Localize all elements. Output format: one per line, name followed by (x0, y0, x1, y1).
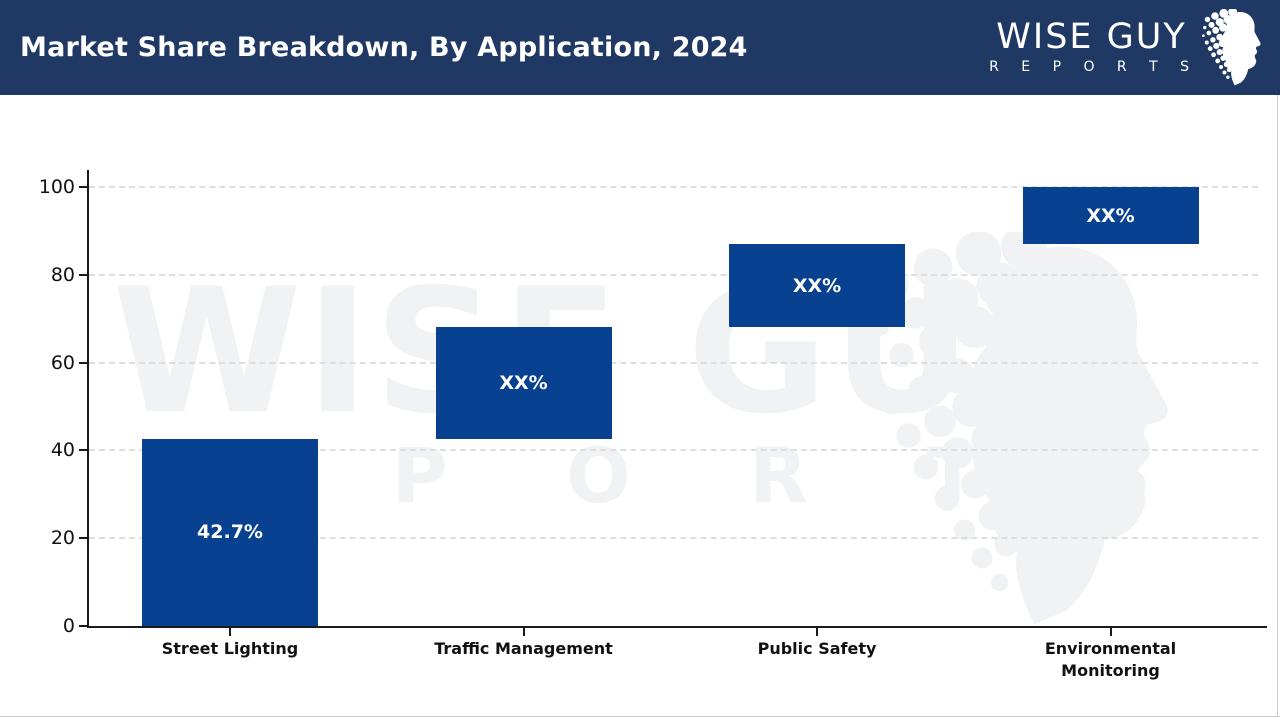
x-tick-label: Street Lighting (161, 639, 299, 658)
y-tick-label-40: 40 (50, 439, 75, 462)
grid-line-100 (89, 186, 1258, 188)
grid-line-60 (89, 361, 1258, 364)
logo-head-icon (1200, 8, 1268, 87)
figure-bottom-border (0, 716, 1280, 717)
bar-public-safety (729, 244, 905, 328)
x-tick-mark (816, 628, 818, 636)
bar-value-label: 42.7% (197, 521, 263, 544)
y-tick-label-60: 60 (50, 351, 75, 374)
grid-line-20 (89, 537, 1258, 540)
x-tick-mark (522, 628, 525, 636)
x-tick-mark (229, 628, 231, 636)
figure-right-border (1277, 95, 1278, 717)
head-profile (969, 246, 1168, 625)
y-tick-mark-60 (79, 361, 87, 364)
y-tick-mark-100 (79, 186, 87, 188)
x-tick-label: Public Safety (757, 639, 877, 658)
y-tick-label-80: 80 (50, 263, 75, 286)
y-tick-label-100: 100 (38, 176, 75, 198)
logo-line1: WISE GUY (996, 17, 1187, 57)
y-tick-mark-40 (79, 449, 87, 452)
wise-guy-reports-logo: WISE GUY R E P O R T S (985, 0, 1268, 95)
bar-traffic-management (435, 327, 612, 439)
logo-wordmark: WISE GUY R E P O R T S (985, 17, 1198, 76)
y-tick-mark-20 (79, 537, 87, 540)
bar-value-label: XX% (1086, 204, 1135, 227)
chart-title: Market Share Breakdown, By Application, … (20, 32, 748, 63)
x-axis-line (87, 626, 1267, 628)
bar-environmental-monitoring (1022, 187, 1199, 245)
grid-line-40 (89, 449, 1258, 452)
x-tick-label: Traffic Management (434, 639, 613, 658)
grid-line-80 (89, 273, 1258, 276)
y-tick-label-0: 0 (62, 615, 75, 637)
bar-street-lighting (142, 438, 318, 626)
x-tick-mark (1109, 628, 1112, 636)
bar-value-label: XX% (499, 372, 548, 394)
y-tick-mark-0 (79, 625, 87, 627)
y-tick-mark-80 (79, 273, 87, 276)
bar-value-label: XX% (792, 274, 842, 297)
y-tick-label-20: 20 (50, 527, 75, 550)
logo-line2: R E P O R T S (989, 59, 1198, 75)
x-tick-label: Environmental Monitoring (1044, 639, 1177, 680)
header-bar: Market Share Breakdown, By Application, … (0, 0, 1280, 95)
watermark-head-dots-graphic (856, 223, 1206, 636)
y-axis-line (87, 170, 89, 628)
